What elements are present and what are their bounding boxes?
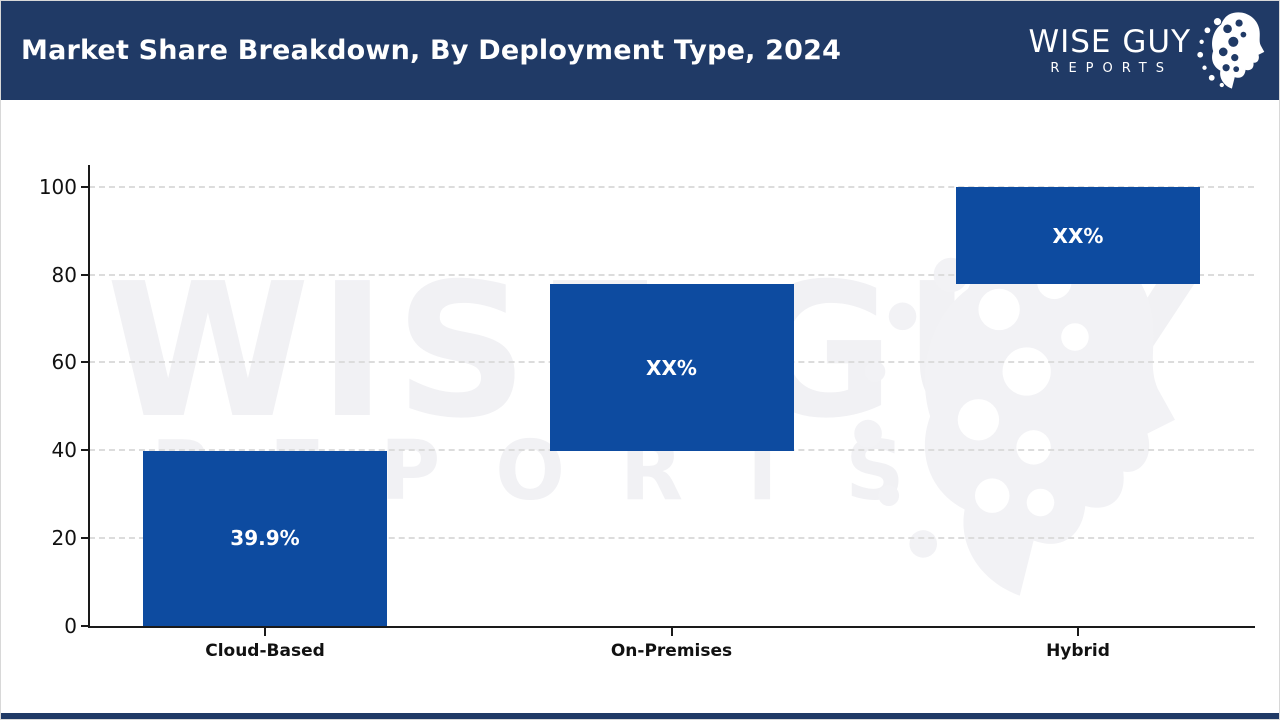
y-axis-line [88,165,90,628]
wiseguy-head-icon [1193,7,1265,95]
watermark-head-icon [791,206,1221,610]
y-tick-label: 100 [38,174,77,199]
y-tick-mark [81,361,89,364]
y-tick-mark [81,537,89,540]
y-tick-mark [81,449,89,452]
x-category-label: Hybrid [1046,641,1110,661]
bar-cloud-based: 39.9% [143,450,387,626]
bar-value-label: XX% [646,355,697,380]
y-tick-label: 40 [51,438,77,463]
x-tick-mark [264,628,266,636]
wiseguy-logo: WISE GUY REPORTS [1028,7,1265,95]
bar-on-premises: XX% [549,284,794,451]
footer-bar [1,713,1279,719]
x-tick-mark [670,628,673,636]
page-title: Market Share Breakdown, By Deployment Ty… [21,35,842,66]
y-tick-label: 60 [51,350,77,375]
x-axis-line [88,626,1255,628]
y-tick-label: 0 [64,614,77,638]
logo-wordmark: WISE GUY [1028,23,1191,60]
logo-subtitle: REPORTS [1050,60,1174,76]
x-tick-mark [1077,628,1079,636]
wiseguy-logo-text: WISE GUY REPORTS [1028,23,1191,76]
bar-hybrid: XX% [956,186,1200,285]
y-tick-mark [81,185,89,188]
y-tick-mark [81,273,89,276]
bar-value-label: XX% [1052,223,1104,248]
gridline-y-100 [89,185,1254,188]
y-tick-mark [81,625,89,627]
y-tick-label: 80 [51,262,77,287]
bar-value-label: 39.9% [230,526,300,551]
x-category-label: Cloud-Based [205,641,325,661]
gridline-y-80 [89,273,1254,276]
x-category-label: On-Premises [610,641,733,661]
header-bar: Market Share Breakdown, By Deployment Ty… [1,1,1279,100]
y-tick-label: 20 [51,526,77,551]
gridline-y-20 [89,537,1254,540]
